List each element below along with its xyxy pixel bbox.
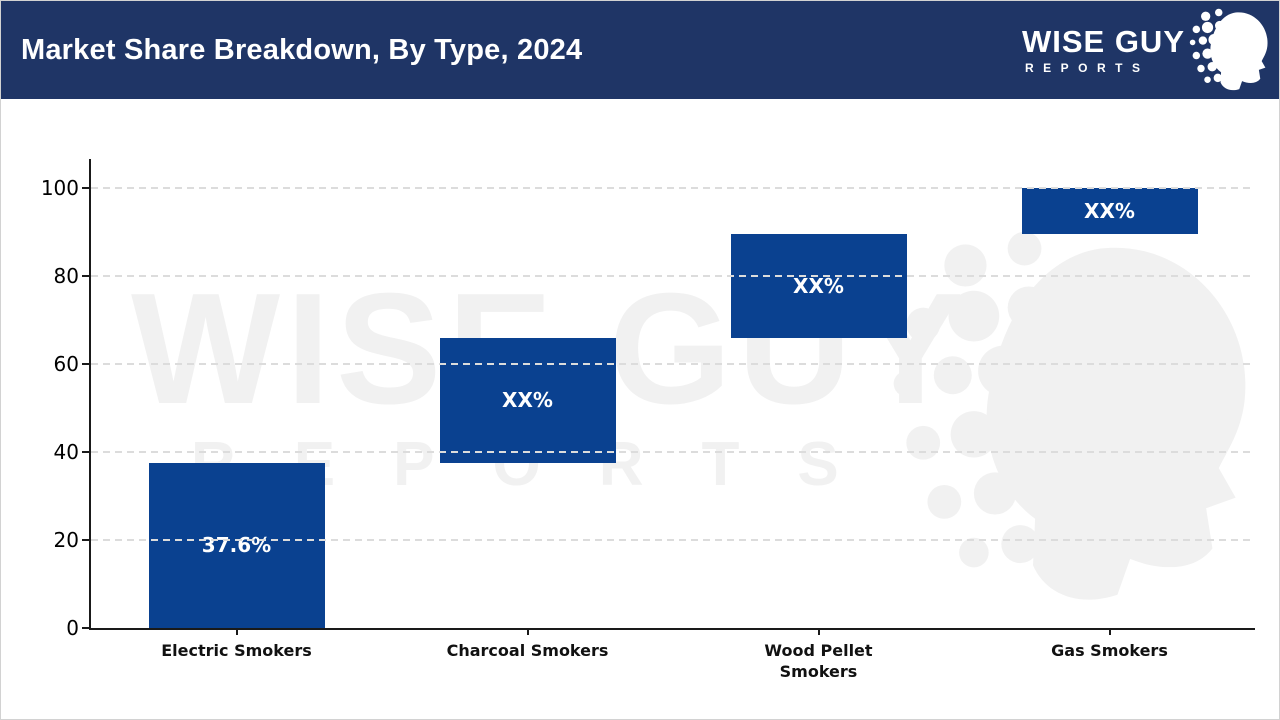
y-axis-tick-mark <box>82 275 90 277</box>
wiseguy-face-icon <box>1187 5 1271 95</box>
x-axis-category-label: Electric Smokers <box>161 641 312 660</box>
header-bar: Market Share Breakdown, By Type, 2024 WI… <box>1 1 1279 99</box>
y-axis-tick-label: 60 <box>53 352 79 376</box>
gridline <box>91 363 1255 365</box>
bar-value-label: XX% <box>502 388 553 413</box>
gridline <box>91 187 1255 189</box>
x-axis-tick-mark <box>1108 628 1111 635</box>
x-axis-tick-mark <box>526 628 529 635</box>
bar-segment-charcoal-smokers: XX% <box>439 337 616 463</box>
logo-wordmark: WISE GUY <box>1021 23 1185 59</box>
gridline <box>91 275 1255 277</box>
gridline <box>91 451 1255 453</box>
y-axis-tick-label: 0 <box>66 616 79 640</box>
bar-value-label: 37.6% <box>201 533 272 558</box>
y-axis-tick-mark <box>82 187 90 189</box>
watermark-face-icon <box>881 209 1261 613</box>
bar-segment-gas-smokers: XX% <box>1021 188 1198 235</box>
chart-plot-area: 0 20 40 60 80 100 37.6% Electric Smokers XX% Char… <box>41 159 1255 681</box>
logo-text: WISE GUY REPORTS <box>1022 26 1185 75</box>
gridline <box>91 539 1255 541</box>
x-axis-category-label: Wood Pellet Smokers <box>764 641 873 681</box>
y-axis-tick-label: 20 <box>53 528 79 552</box>
y-axis-tick-mark <box>82 363 90 365</box>
y-axis-tick-label: 100 <box>40 176 79 200</box>
x-axis-tick-mark <box>817 628 820 635</box>
bar-value-label: XX% <box>1084 199 1135 224</box>
wiseguy-logo: WISE GUY REPORTS <box>1022 5 1279 95</box>
logo-subtitle: REPORTS <box>1024 60 1150 75</box>
x-axis-tick-mark <box>235 628 238 635</box>
x-axis-category-label: Charcoal Smokers <box>446 641 609 660</box>
bar-segment-electric-smokers: 37.6% <box>148 462 325 628</box>
y-axis-tick-label: 80 <box>53 264 79 288</box>
y-axis-tick-mark <box>82 627 90 629</box>
x-axis-category-label: Gas Smokers <box>1051 641 1168 660</box>
y-axis-tick-label: 40 <box>53 440 79 464</box>
y-axis-tick-mark <box>82 451 90 453</box>
y-axis-tick-mark <box>82 539 90 541</box>
bar-value-label: XX% <box>793 273 844 298</box>
bar-segment-wood-pellet-smokers: XX% <box>730 234 907 338</box>
chart-title: Market Share Breakdown, By Type, 2024 <box>21 33 583 66</box>
